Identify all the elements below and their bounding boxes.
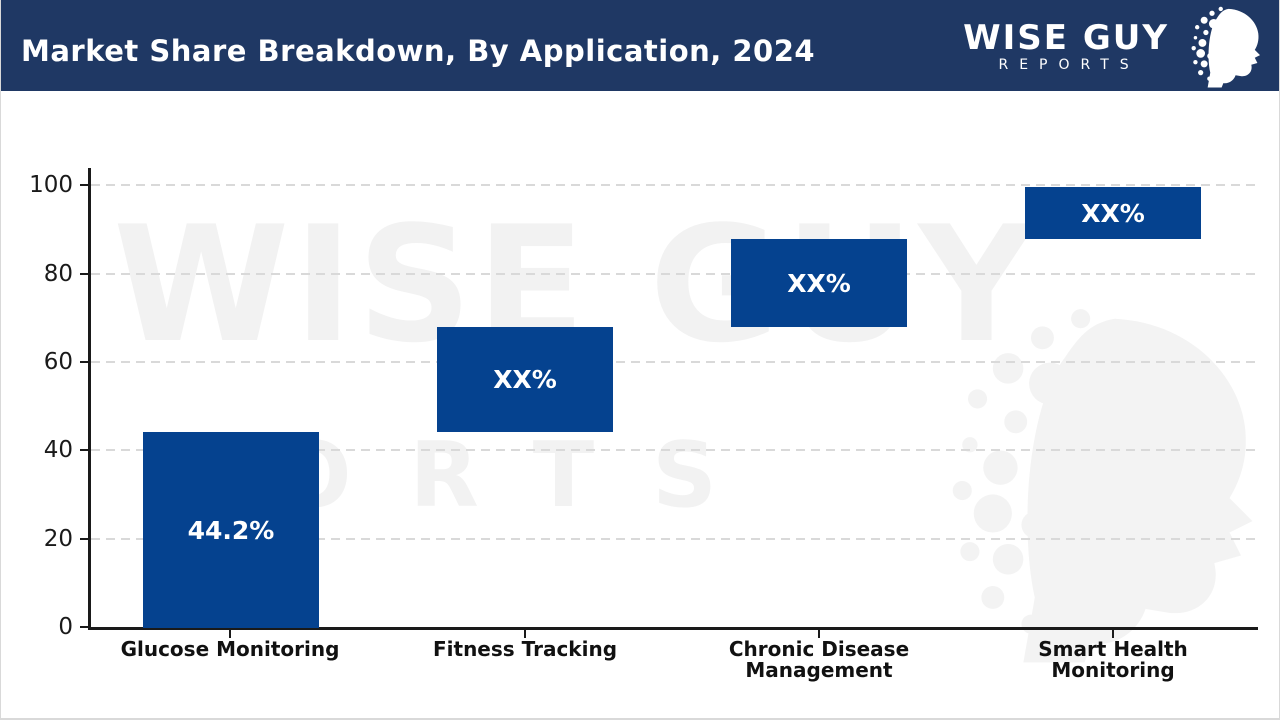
y-tick-mark — [80, 449, 89, 451]
x-tick-label: Smart Health Monitoring — [1038, 637, 1188, 682]
y-tick-label: 80 — [43, 261, 73, 287]
x-tick-label: Glucose Monitoring — [120, 637, 340, 661]
gridline-60 — [91, 361, 1256, 363]
y-tick-mark — [80, 361, 89, 363]
x-tick-mark — [524, 630, 526, 638]
wiseguy-logo: WISE GUY REPORTS — [963, 2, 1267, 90]
y-tick-label: 100 — [29, 172, 73, 198]
logo-wordmark: WISE GUY REPORTS — [963, 20, 1169, 73]
y-tick-label: 60 — [43, 349, 73, 375]
bar-smart-health-monitoring: XX% — [1025, 187, 1201, 239]
x-tick-mark — [229, 630, 231, 638]
y-tick-mark — [80, 626, 89, 628]
x-tick-mark — [818, 630, 820, 638]
bar-value-label: XX% — [787, 268, 851, 298]
x-tick-label: Fitness Tracking — [432, 637, 618, 661]
bar-value-label: XX% — [493, 365, 557, 394]
bar-fitness-tracking: XX% — [437, 327, 613, 432]
bar-glucose-monitoring: 44.2% — [143, 432, 319, 628]
x-axis-line — [88, 627, 1258, 630]
y-tick-mark — [80, 273, 89, 275]
gridline-80 — [91, 273, 1256, 275]
header-bar: Market Share Breakdown, By Application, … — [1, 0, 1279, 91]
gridline-100 — [91, 184, 1256, 186]
y-axis-line — [88, 168, 91, 630]
logo-wiseguy-text: WISE GUY — [963, 17, 1169, 58]
bar-value-label: XX% — [1081, 198, 1145, 228]
gridline-40 — [91, 449, 1256, 451]
y-tick-label: 40 — [43, 437, 73, 463]
bar-value-label: 44.2% — [187, 515, 275, 545]
gridline-20 — [91, 538, 1256, 540]
page-title: Market Share Breakdown, By Application, … — [21, 34, 816, 68]
y-tick-label: 20 — [43, 526, 73, 552]
logo-reports-text: REPORTS — [998, 56, 1140, 73]
y-tick-mark — [80, 538, 89, 540]
x-tick-label: Chronic Disease Management — [728, 637, 910, 682]
y-tick-label: 0 — [58, 614, 73, 640]
y-tick-mark — [80, 184, 89, 186]
x-tick-mark — [1112, 630, 1114, 638]
bar-chronic-disease-management: XX% — [731, 239, 907, 327]
wiseguy-face-icon — [1191, 6, 1261, 88]
watermark-face-icon — [952, 309, 1253, 663]
